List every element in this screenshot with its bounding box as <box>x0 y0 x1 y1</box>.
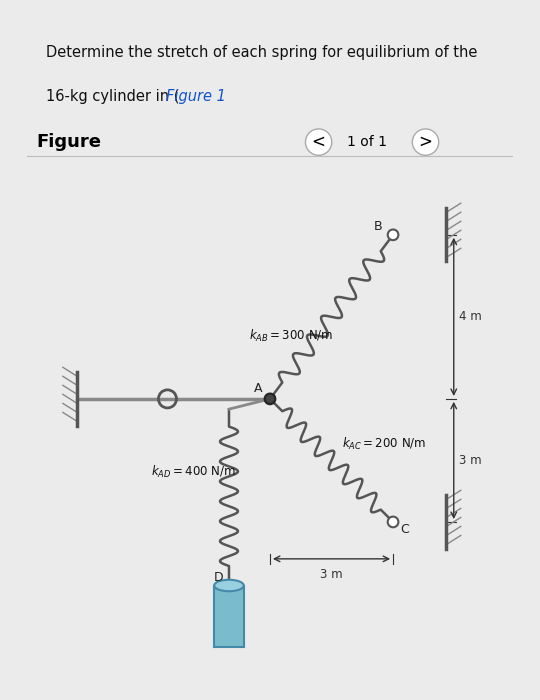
Text: A: A <box>254 382 262 395</box>
Text: 3 m: 3 m <box>320 568 343 581</box>
Text: 4 m: 4 m <box>458 310 482 323</box>
Ellipse shape <box>214 580 244 592</box>
Text: Determine the stretch of each spring for equilibrium of the: Determine the stretch of each spring for… <box>46 45 478 60</box>
Text: $k_{AC}=200\ \mathrm{N/m}$: $k_{AC}=200\ \mathrm{N/m}$ <box>342 436 426 452</box>
Text: C: C <box>401 524 409 536</box>
Text: B: B <box>373 220 382 233</box>
Text: D: D <box>213 571 223 584</box>
Text: Figure 1: Figure 1 <box>166 89 226 104</box>
Text: $k_{AD}=400\ \mathrm{N/m}$: $k_{AD}=400\ \mathrm{N/m}$ <box>151 464 236 480</box>
Circle shape <box>388 230 399 240</box>
Bar <box>214 585 244 647</box>
Text: >: > <box>418 133 433 151</box>
Text: 1 of 1: 1 of 1 <box>347 135 387 149</box>
Text: $k_{AB}=300\ \mathrm{N/m}$: $k_{AB}=300\ \mathrm{N/m}$ <box>249 328 334 344</box>
Text: 16-kg cylinder in (: 16-kg cylinder in ( <box>46 89 180 104</box>
Text: Figure: Figure <box>37 133 102 151</box>
Circle shape <box>265 393 275 404</box>
Text: <: < <box>312 133 326 151</box>
Circle shape <box>388 517 399 527</box>
Text: 3 m: 3 m <box>458 454 481 467</box>
